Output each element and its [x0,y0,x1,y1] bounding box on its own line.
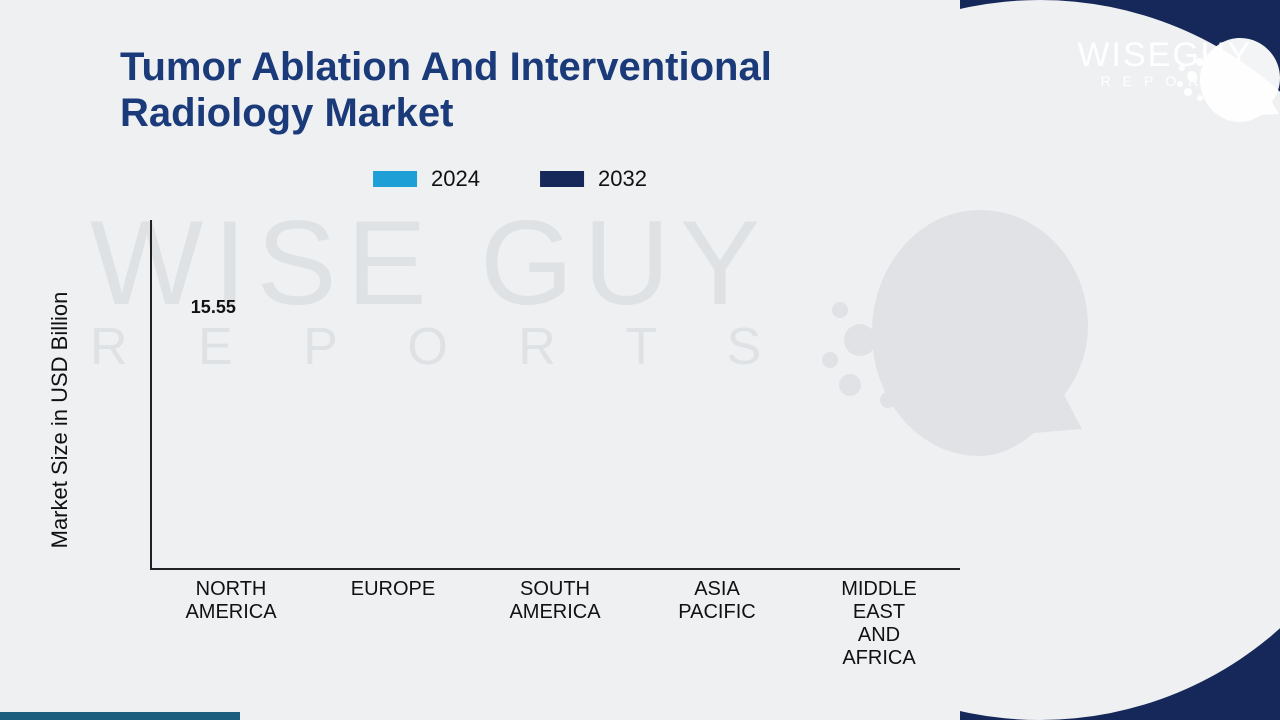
data-label: 15.55 [191,297,236,318]
bar-group: 15.55 [152,220,314,568]
brand-logo-line2: REPORTS [1077,73,1252,89]
bar-group [475,220,637,568]
x-label: SOUTHAMERICA [474,570,636,680]
x-label: ASIAPACIFIC [636,570,798,680]
legend-item-2032: 2032 [540,166,647,192]
y-axis-label: Market Size in USD Billion [47,292,73,549]
x-label: NORTHAMERICA [150,570,312,680]
legend-item-2024: 2024 [373,166,480,192]
bar-groups: 15.55 [152,220,960,568]
x-label: EUROPE [312,570,474,680]
brand-word-wise: WISE [1077,36,1172,74]
bar-group [314,220,476,568]
bar-chart: Market Size in USD Billion 2024 2032 15.… [60,160,960,680]
legend-swatch-2032 [540,171,584,187]
x-axis-labels: NORTHAMERICAEUROPESOUTHAMERICAASIAPACIFI… [150,570,960,680]
brand-logo-line1: WISEGUY [1077,36,1252,75]
legend-label-2024: 2024 [431,166,480,192]
bar-group [637,220,799,568]
bottom-accent-bar [0,712,240,720]
bar-group [798,220,960,568]
brand-logo: WISEGUY REPORTS [1077,36,1252,89]
brand-word-guy: GUY [1172,36,1252,74]
legend: 2024 2032 [373,166,647,192]
stage: WISEGUY REPORTS Tumor Ablation And Inter… [0,0,1280,720]
legend-label-2032: 2032 [598,166,647,192]
x-label: MIDDLEEASTANDAFRICA [798,570,960,680]
legend-swatch-2024 [373,171,417,187]
plot-area: 15.55 [150,220,960,570]
chart-title: Tumor Ablation And Interventional Radiol… [120,44,840,136]
